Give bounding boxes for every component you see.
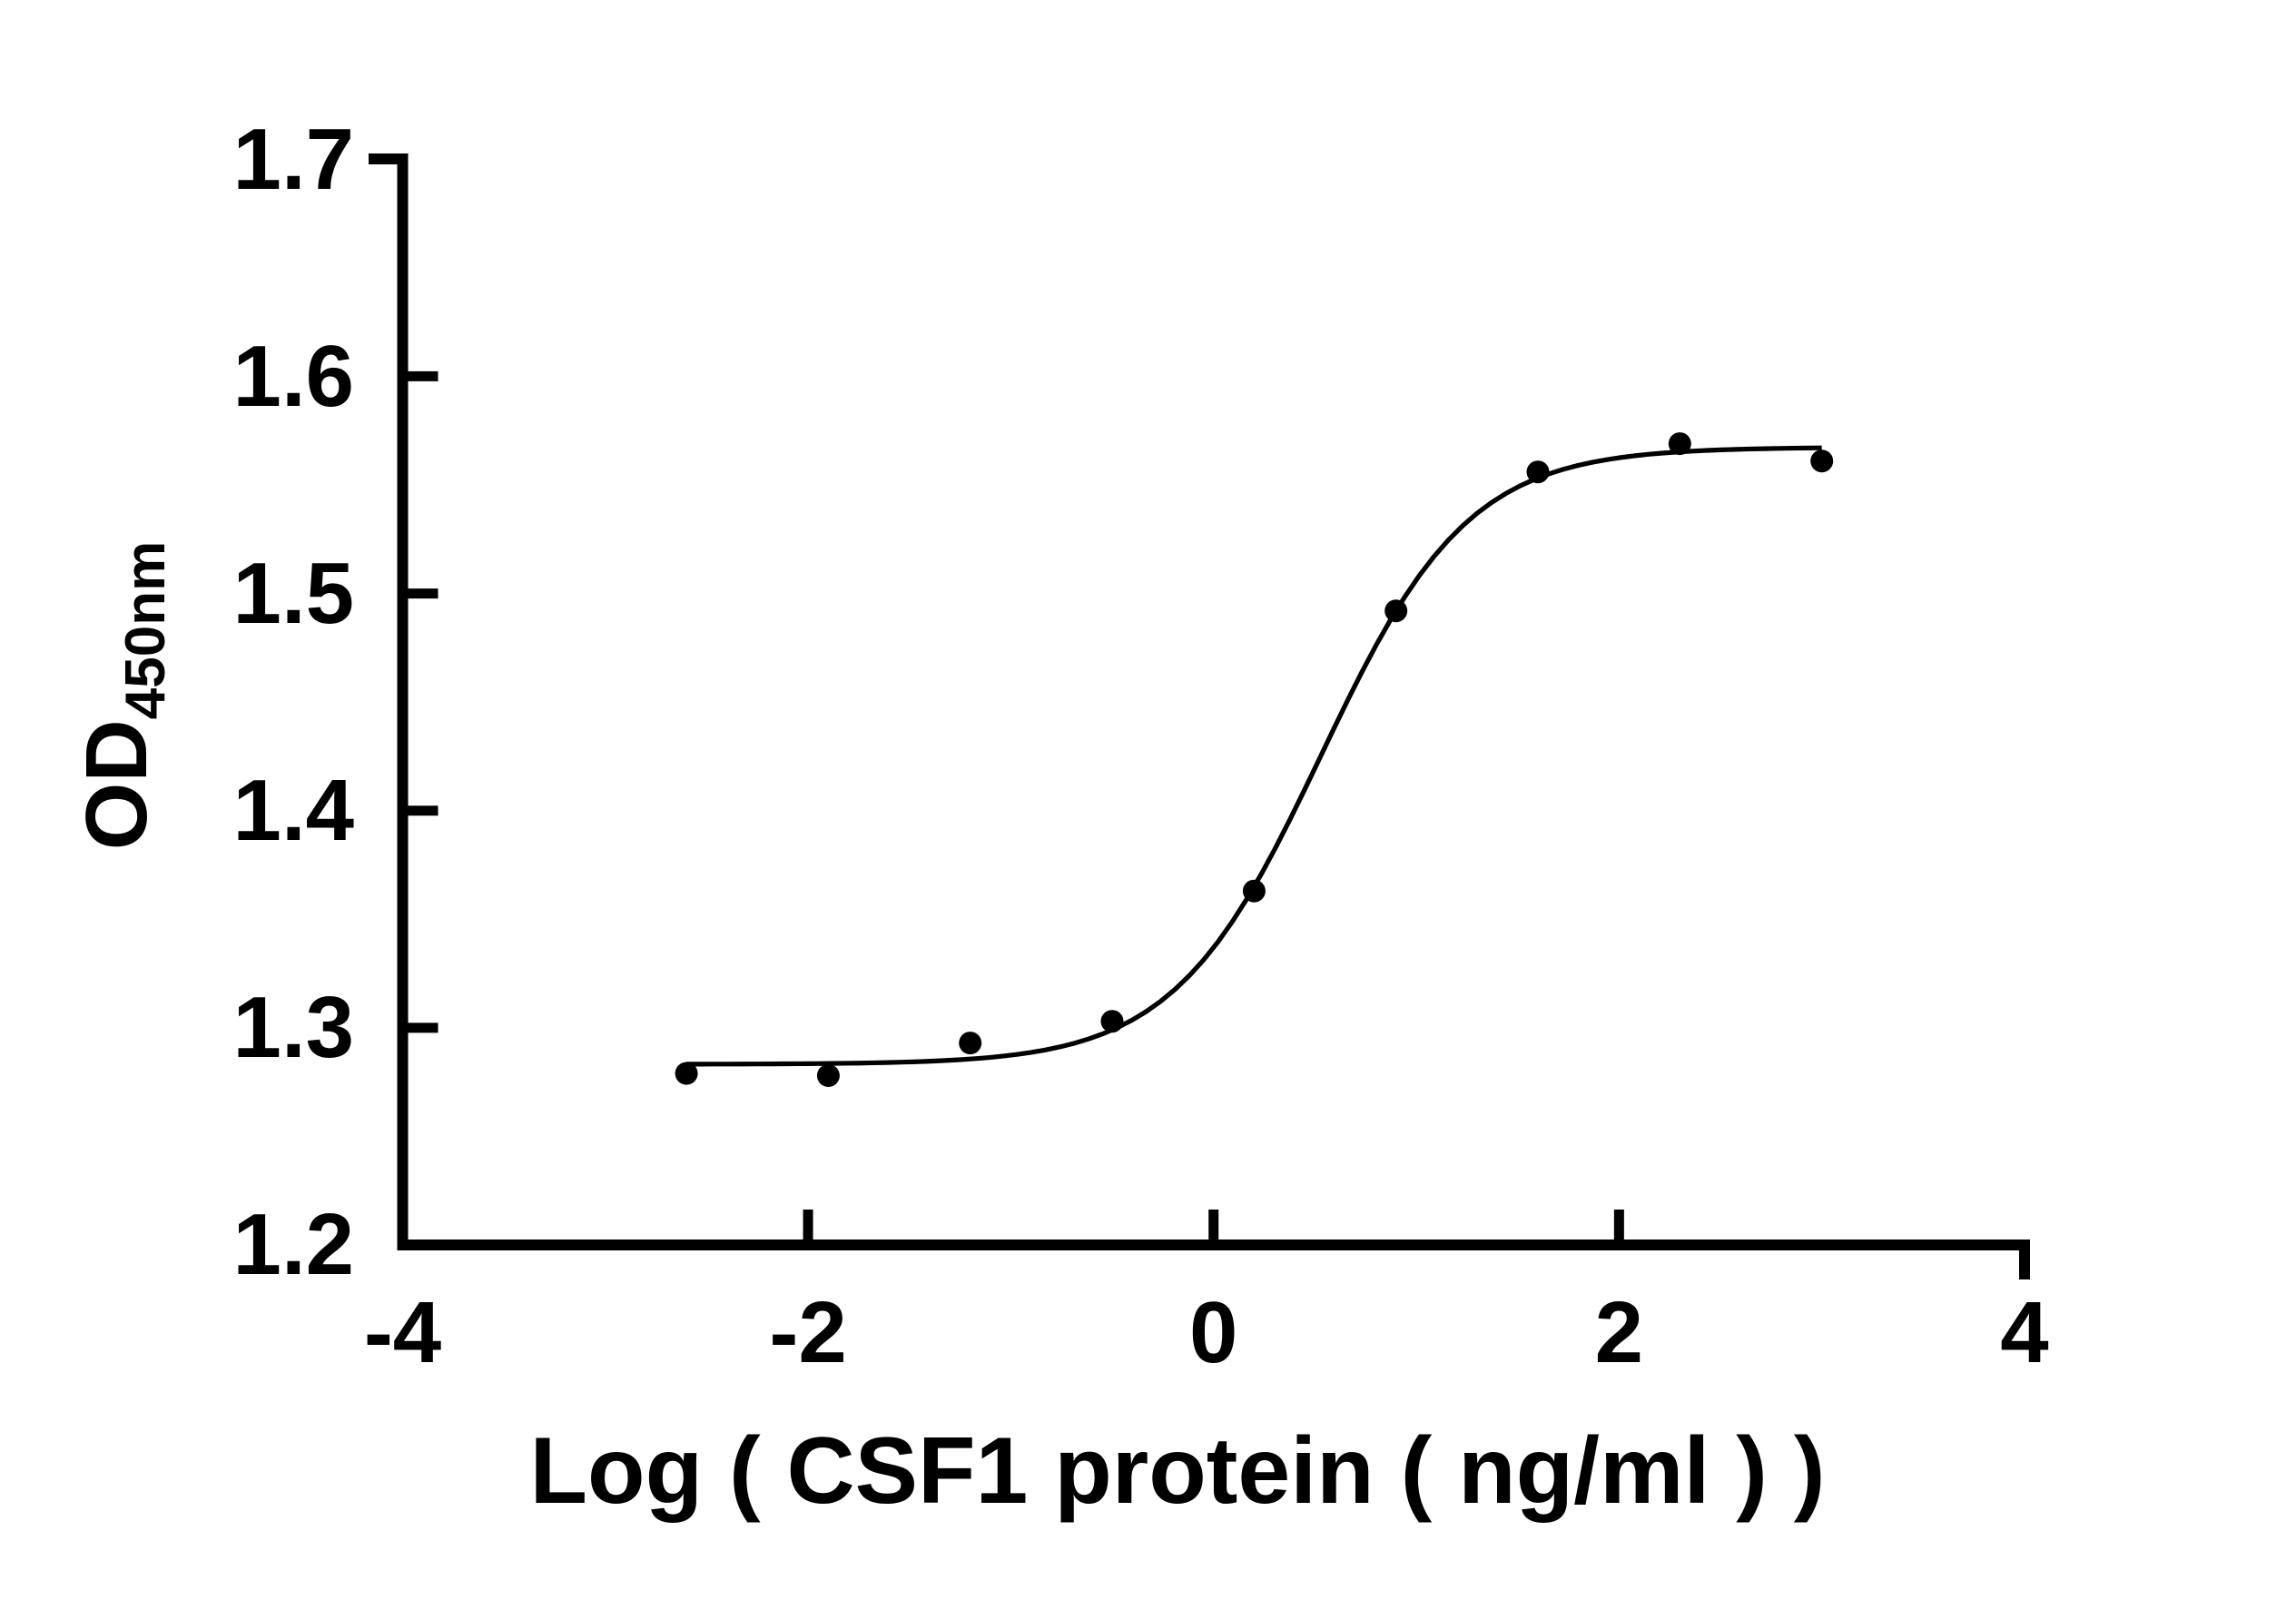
svg-text:1.4: 1.4 — [233, 762, 354, 859]
svg-text:1.7: 1.7 — [233, 111, 354, 208]
svg-text:-4: -4 — [364, 1284, 441, 1381]
svg-text:2: 2 — [1595, 1284, 1643, 1381]
svg-text:0: 0 — [1189, 1284, 1237, 1381]
svg-text:1.2: 1.2 — [233, 1196, 354, 1293]
svg-text:-2: -2 — [769, 1284, 846, 1381]
svg-text:Log ( CSF1 protein ( ng/ml ): Log ( CSF1 protein ( ng/ml ) ) — [530, 1418, 1826, 1524]
svg-text:1.3: 1.3 — [233, 979, 354, 1076]
svg-text:1.5: 1.5 — [233, 545, 354, 642]
svg-text:1.6: 1.6 — [233, 328, 354, 425]
svg-text:4: 4 — [2000, 1284, 2048, 1381]
